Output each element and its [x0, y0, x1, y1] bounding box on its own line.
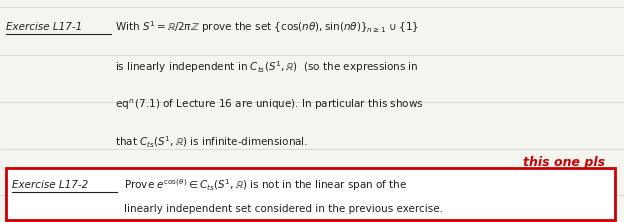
- Text: linearly independent set considered in the previous exercise.: linearly independent set considered in t…: [124, 204, 442, 214]
- Text: Exercise L17-2: Exercise L17-2: [12, 180, 89, 190]
- Text: that $C_{ts}(S^1, \mathbb{R})$ is infinite-dimensional.: that $C_{ts}(S^1, \mathbb{R})$ is infini…: [115, 134, 308, 150]
- Text: $\mathrm{eq}^n\,(7.1)$ of Lecture 16 are unique). In particular this shows: $\mathrm{eq}^n\,(7.1)$ of Lecture 16 are…: [115, 97, 424, 111]
- Text: Prove $e^{\cos(\theta)} \in C_{ts}(S^1, \mathbb{R})$ is not in the linear span o: Prove $e^{\cos(\theta)} \in C_{ts}(S^1, …: [124, 177, 407, 193]
- Text: is linearly independent in $C_{ts}(S^1, \mathbb{R})$  (so the expressions in: is linearly independent in $C_{ts}(S^1, …: [115, 59, 419, 75]
- Text: Exercise L17-1: Exercise L17-1: [6, 22, 82, 32]
- FancyBboxPatch shape: [6, 168, 615, 220]
- Text: this one pls: this one pls: [523, 156, 605, 168]
- Text: With $S^1 = \mathbb{R}/2\pi\mathbb{Z}$ prove the set $\{\cos(n\theta), \sin(n\th: With $S^1 = \mathbb{R}/2\pi\mathbb{Z}$ p…: [115, 19, 419, 35]
